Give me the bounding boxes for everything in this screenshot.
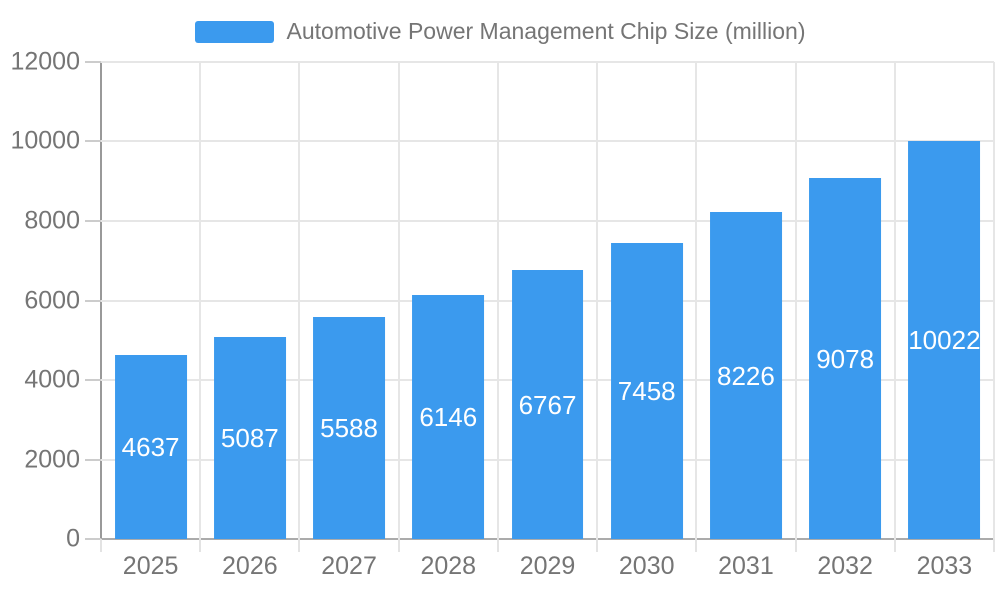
x-axis-tick <box>993 539 995 552</box>
h-gridline <box>101 219 994 222</box>
y-axis-tick <box>85 61 101 63</box>
x-axis-tick <box>100 539 102 552</box>
x-tick-label: 2029 <box>519 552 576 580</box>
v-gridline <box>397 62 400 539</box>
bar-value-label: 5588 <box>320 412 378 443</box>
bar[interactable]: 6146 <box>412 294 485 539</box>
x-tick-label: 2028 <box>420 552 477 580</box>
x-tick-label: 2026 <box>222 552 278 580</box>
x-tick-label: 2033 <box>916 552 973 580</box>
legend-label: Automotive Power Management Chip Size (m… <box>286 18 806 44</box>
bar[interactable]: 10022 <box>908 140 981 539</box>
y-axis-tick <box>85 299 101 302</box>
v-gridline <box>695 62 698 539</box>
bar-value-label: 8226 <box>717 360 775 391</box>
legend[interactable]: Automotive Power Management Chip Size (m… <box>0 20 1000 43</box>
bar-value-label: 4637 <box>121 431 180 462</box>
x-axis-tick <box>596 539 599 552</box>
v-gridline <box>893 62 896 539</box>
v-gridline <box>298 62 301 539</box>
bar[interactable]: 8226 <box>709 212 782 539</box>
y-axis-tick <box>85 538 101 540</box>
bar-value-label: 5087 <box>220 422 279 453</box>
bar-value-label: 10022 <box>908 324 981 355</box>
bar[interactable]: 6767 <box>511 270 584 539</box>
y-tick-label: 8000 <box>24 206 80 235</box>
bar-value-label: 9078 <box>816 343 875 374</box>
v-gridline <box>993 62 995 539</box>
x-tick-label: 2030 <box>618 552 675 580</box>
v-gridline <box>496 62 499 539</box>
plot-area: 0 2000 4000 6000 8000 10000 12000 2025 2026 2027 2… <box>10 49 995 579</box>
v-gridline <box>199 62 202 539</box>
bar[interactable]: 7458 <box>610 242 683 539</box>
y-axis-tick <box>85 458 101 461</box>
bar-value-label: 7458 <box>617 375 676 406</box>
h-gridline <box>101 61 994 63</box>
x-axis-tick <box>496 539 499 552</box>
y-tick-label: 6000 <box>24 286 80 314</box>
bar-value-label: 6146 <box>419 401 478 432</box>
y-axis-tick <box>85 140 101 143</box>
x-axis-tick <box>199 539 202 552</box>
legend-swatch <box>194 20 274 43</box>
bar[interactable]: 5087 <box>213 336 286 539</box>
h-gridline <box>101 140 994 143</box>
y-tick-label: 0 <box>66 524 80 553</box>
x-tick-label: 2027 <box>321 552 377 580</box>
v-gridline <box>596 62 599 539</box>
x-tick-label: 2032 <box>817 552 873 580</box>
bar[interactable]: 4637 <box>114 354 187 539</box>
x-tick-label: 2025 <box>122 552 179 580</box>
y-axis-tick <box>85 219 101 222</box>
y-axis-tick <box>85 378 101 381</box>
x-axis-tick <box>893 539 896 552</box>
x-tick-label: 2031 <box>718 552 774 580</box>
y-tick-label: 10000 <box>10 126 80 155</box>
x-axis-tick <box>794 539 797 552</box>
bar[interactable]: 9078 <box>809 178 882 539</box>
y-tick-label: 2000 <box>24 445 80 473</box>
y-tick-label: 12000 <box>10 47 80 76</box>
y-tick-label: 4000 <box>24 365 80 394</box>
x-axis-tick <box>695 539 698 552</box>
y-axis-line <box>100 62 102 541</box>
x-axis-tick <box>397 539 400 552</box>
x-axis-tick <box>298 539 301 552</box>
bar-value-label: 6767 <box>518 389 577 420</box>
bar[interactable]: 5588 <box>313 316 386 539</box>
v-gridline <box>794 62 797 539</box>
x-axis-line <box>100 538 994 540</box>
